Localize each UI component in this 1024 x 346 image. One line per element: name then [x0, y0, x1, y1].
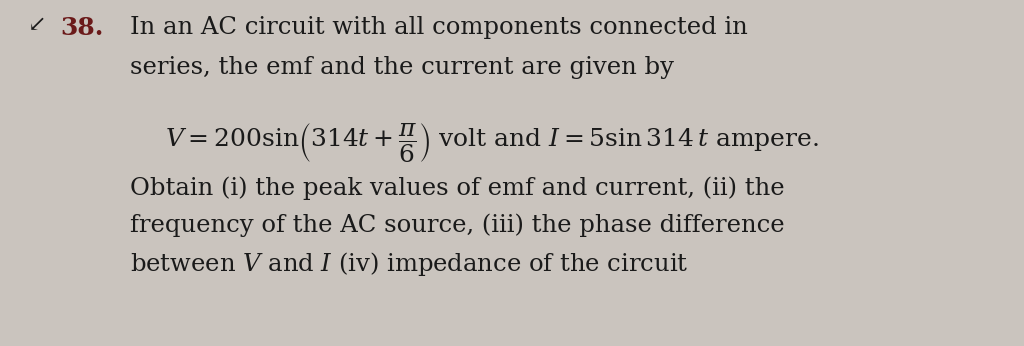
- Text: between $V$ and $I$ (iv) impedance of the circuit: between $V$ and $I$ (iv) impedance of th…: [130, 250, 688, 278]
- Text: series, the emf and the current are given by: series, the emf and the current are give…: [130, 56, 674, 79]
- Text: ↙: ↙: [28, 14, 47, 36]
- Text: $V = 200\sin\!\left(314t + \dfrac{\pi}{6}\right)$ volt and $I = 5\sin 314\,t$ am: $V = 200\sin\!\left(314t + \dfrac{\pi}{6…: [165, 121, 819, 164]
- Text: In an AC circuit with all components connected in: In an AC circuit with all components con…: [130, 16, 748, 39]
- Text: Obtain (i) the peak values of emf and current, (ii) the: Obtain (i) the peak values of emf and cu…: [130, 176, 784, 200]
- Text: 38.: 38.: [60, 16, 103, 40]
- Text: frequency of the AC source, (iii) the phase difference: frequency of the AC source, (iii) the ph…: [130, 213, 784, 237]
